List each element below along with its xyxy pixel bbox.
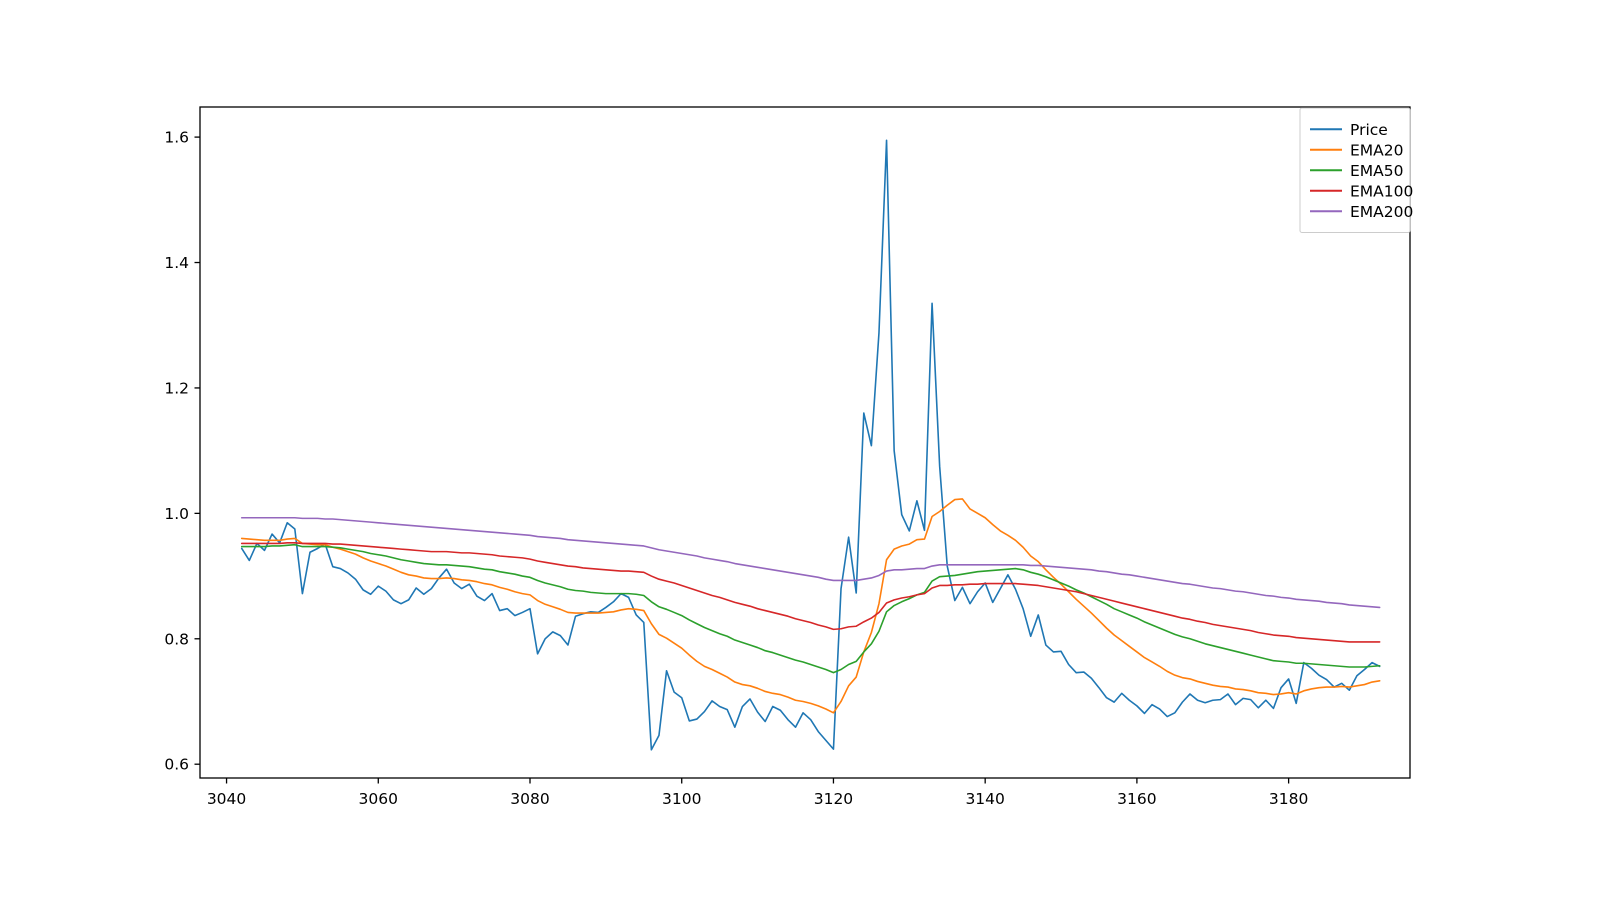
axes-background: [200, 107, 1410, 778]
legend-box: [1299, 107, 1411, 233]
legend-label-ema50: EMA50: [1350, 162, 1404, 180]
x-axis-ticks: 3040 3060 3080 3100 3120 3140 3160 3180: [207, 778, 1308, 808]
y-tick-label: 1.4: [164, 254, 189, 272]
x-tick-label: 3060: [359, 790, 398, 808]
y-tick-label: 1.6: [164, 129, 189, 147]
chart-legend[interactable]: Price EMA20 EMA50 EMA100 EMA200: [1299, 107, 1413, 233]
y-tick-label: 0.6: [164, 756, 189, 774]
x-tick-label: 3180: [1269, 790, 1308, 808]
x-tick-label: 3140: [965, 790, 1004, 808]
x-tick-label: 3080: [510, 790, 549, 808]
axes-spines: [199, 106, 1411, 779]
legend-label-ema100: EMA100: [1350, 182, 1413, 200]
legend-label-ema200: EMA200: [1350, 203, 1413, 221]
x-tick-label: 3160: [1117, 790, 1156, 808]
x-tick-label: 3100: [662, 790, 701, 808]
series-line-price: [240, 139, 1381, 751]
legend-label-ema20: EMA20: [1350, 141, 1404, 159]
y-axis-ticks: 0.6 0.8 1.0 1.2 1.4 1.6: [164, 129, 200, 774]
legend-label-price: Price: [1350, 121, 1388, 139]
x-tick-label: 3040: [207, 790, 246, 808]
series-lines-group: [240, 139, 1381, 751]
axes-frame: [199, 106, 1411, 779]
series-line-ema100: [240, 542, 1381, 643]
series-line-ema200: [240, 516, 1381, 609]
series-line-ema20: [240, 498, 1381, 714]
y-tick-label: 1.0: [164, 505, 189, 523]
y-tick-label: 0.8: [164, 630, 189, 648]
y-tick-label: 1.2: [164, 379, 189, 397]
series-line-ema50: [240, 543, 1381, 674]
x-tick-label: 3120: [814, 790, 853, 808]
